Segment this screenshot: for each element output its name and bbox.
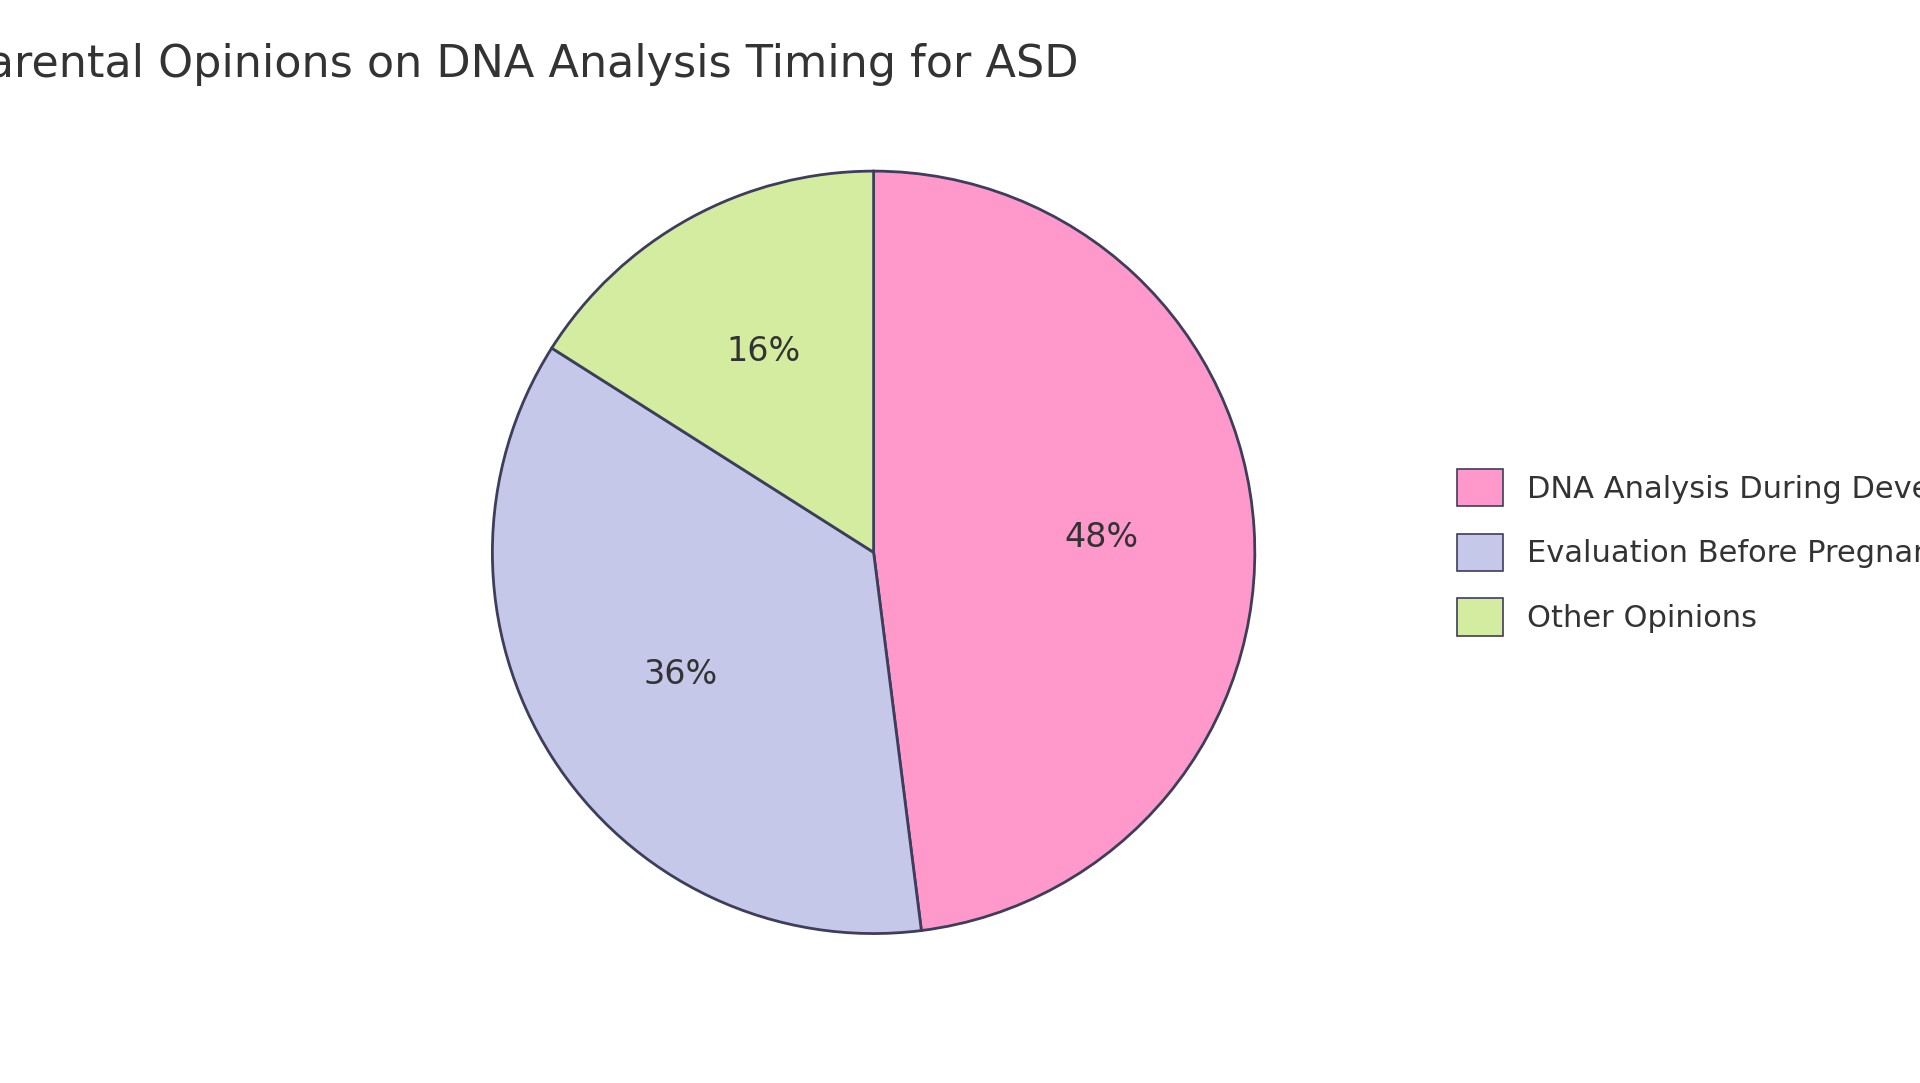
Legend: DNA Analysis During Development Divergence, Evaluation Before Pregnancy, Other O: DNA Analysis During Development Divergen… — [1442, 454, 1920, 651]
Text: 36%: 36% — [643, 658, 718, 691]
Wedge shape — [551, 171, 874, 552]
Text: 48%: 48% — [1066, 522, 1139, 554]
Text: 16%: 16% — [726, 336, 801, 368]
Wedge shape — [874, 171, 1256, 930]
Text: Parental Opinions on DNA Analysis Timing for ASD: Parental Opinions on DNA Analysis Timing… — [0, 43, 1079, 87]
Wedge shape — [492, 348, 922, 934]
